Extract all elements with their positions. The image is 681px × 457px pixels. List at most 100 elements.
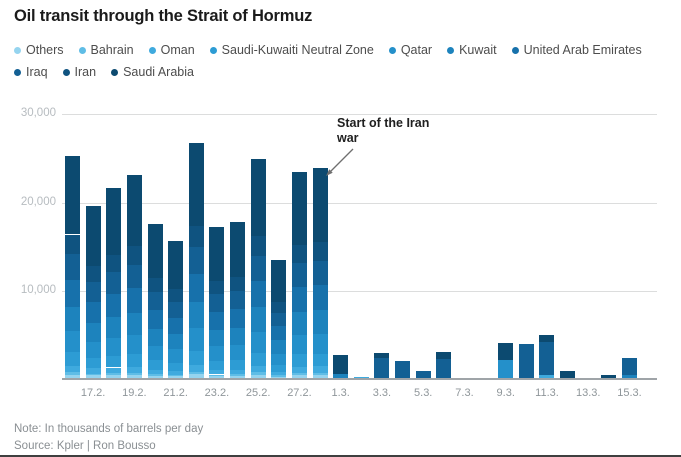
bar-segment-qatar-24-2-[interactable] [230, 345, 246, 361]
bar-segment-iraq-18-2-[interactable] [106, 272, 122, 294]
bar-segment-iran-25-2-[interactable] [250, 236, 266, 256]
bar-segment-oman-27-2-[interactable] [291, 366, 307, 373]
bar-segment-saudi-arabia-12-3-[interactable] [560, 370, 576, 379]
bar-segment-united-arab-emirates-18-2-[interactable] [106, 293, 122, 317]
bar-segment-kuwait-20-2-[interactable] [147, 328, 163, 346]
bar-segment-iraq-16-2-[interactable] [65, 254, 80, 281]
bar-segment-qatar-18-2-[interactable] [106, 337, 122, 356]
bar-segment-saudi-kuwaiti-neutral-zone-27-2-[interactable] [291, 354, 307, 367]
bar-segment-united-arab-emirates-27-2-[interactable] [291, 287, 307, 312]
bar-segment-united-arab-emirates-26-2-[interactable] [271, 326, 287, 341]
bar-segment-others-23-2-[interactable] [209, 376, 225, 379]
bar-segment-others-19-2-[interactable] [126, 375, 142, 379]
bar-segment-saudi-arabia-25-2-[interactable] [250, 159, 266, 236]
bar-segment-iran-19-2-[interactable] [126, 246, 142, 265]
bar-segment-oman-11-3-[interactable] [539, 374, 555, 379]
bar-segment-iraq-21-2-[interactable] [168, 301, 184, 318]
bar-segment-iraq-10-3-[interactable] [518, 344, 534, 379]
bar-segment-bahrain-28-2-[interactable] [312, 372, 328, 375]
bar-segment-iran-21-2-[interactable] [168, 289, 184, 302]
bar-segment-united-arab-emirates-23-2-[interactable] [209, 311, 225, 330]
bar-segment-kuwait-21-2-[interactable] [168, 334, 184, 350]
bar-segment-iran-20-2-[interactable] [147, 278, 163, 293]
bar-segment-iraq-19-2-[interactable] [126, 264, 142, 289]
bar-segment-saudi-kuwaiti-neutral-zone-23-2-[interactable] [209, 360, 225, 370]
bar-segment-qatar-22-2-[interactable] [188, 328, 204, 351]
bar-segment-saudi-kuwaiti-neutral-zone-28-2-[interactable] [312, 353, 328, 367]
bar-segment-qatar-26-2-[interactable] [271, 353, 287, 365]
bar-segment-united-arab-emirates-21-2-[interactable] [168, 317, 184, 335]
bar-segment-iran-24-2-[interactable] [230, 277, 246, 292]
bar-segment-oman-23-2-[interactable] [209, 369, 225, 375]
bar-segment-iraq-25-2-[interactable] [250, 255, 266, 282]
bar-segment-saudi-arabia-20-2-[interactable] [147, 223, 163, 279]
bar-segment-iran-28-2-[interactable] [312, 241, 328, 261]
bar-segment-kuwait-19-2-[interactable] [126, 312, 142, 335]
bar-segment-others-24-2-[interactable] [230, 375, 246, 379]
bar-segment-qatar-21-2-[interactable] [168, 349, 184, 363]
bar-segment-qatar-16-2-[interactable] [65, 331, 80, 353]
bar-segment-saudi-kuwaiti-neutral-zone-21-2-[interactable] [168, 362, 184, 371]
bar-segment-united-arab-emirates-20-2-[interactable] [147, 310, 163, 329]
bar-segment-kuwait-25-2-[interactable] [250, 307, 266, 332]
bar-segment-saudi-arabia-17-2-[interactable] [85, 206, 101, 267]
bar-segment-oman-19-2-[interactable] [126, 366, 142, 373]
bar-segment-iran-23-2-[interactable] [209, 280, 225, 295]
bar-segment-iraq-6-3-[interactable] [436, 358, 452, 379]
bar-segment-oman-2-3-[interactable] [353, 376, 369, 379]
bar-segment-others-20-2-[interactable] [147, 375, 163, 379]
bar-segment-iraq-24-2-[interactable] [230, 291, 246, 310]
bar-segment-others-18-2-[interactable] [106, 375, 122, 379]
bar-segment-others-27-2-[interactable] [291, 374, 307, 379]
bar-segment-saudi-arabia-11-3-[interactable] [539, 335, 555, 342]
bar-segment-united-arab-emirates-25-2-[interactable] [250, 281, 266, 308]
bar-segment-bahrain-24-2-[interactable] [230, 374, 246, 376]
bar-segment-saudi-arabia-21-2-[interactable] [168, 240, 184, 290]
bar-segment-saudi-kuwaiti-neutral-zone-18-2-[interactable] [106, 355, 122, 368]
bar-segment-iran-17-2-[interactable] [85, 266, 101, 282]
bar-segment-others-17-2-[interactable] [85, 375, 101, 379]
bar-segment-saudi-kuwaiti-neutral-zone-24-2-[interactable] [230, 360, 246, 370]
bar-segment-bahrain-18-2-[interactable] [106, 373, 122, 376]
bar-segment-saudi-kuwaiti-neutral-zone-19-2-[interactable] [126, 354, 142, 367]
bar-segment-oman-26-2-[interactable] [271, 371, 287, 376]
bar-segment-others-21-2-[interactable] [168, 376, 184, 379]
bar-segment-others-26-2-[interactable] [271, 376, 287, 379]
bar-segment-qatar-23-2-[interactable] [209, 346, 225, 361]
bar-segment-iraq-27-2-[interactable] [291, 263, 307, 288]
bar-segment-kuwait-27-2-[interactable] [291, 311, 307, 335]
bar-segment-qatar-9-3-[interactable] [498, 360, 514, 379]
bar-segment-kuwait-18-2-[interactable] [106, 316, 122, 338]
bar-segment-saudi-arabia-19-2-[interactable] [126, 175, 142, 247]
bar-segment-saudi-arabia-27-2-[interactable] [291, 172, 307, 245]
bar-segment-kuwait-22-2-[interactable] [188, 302, 204, 329]
bar-segment-iraq-3-3-[interactable] [374, 357, 390, 379]
bar-segment-saudi-kuwaiti-neutral-zone-17-2-[interactable] [85, 358, 101, 369]
bar-segment-saudi-arabia-24-2-[interactable] [230, 222, 246, 278]
bar-segment-united-arab-emirates-22-2-[interactable] [188, 273, 204, 303]
bar-segment-iran-27-2-[interactable] [291, 244, 307, 264]
bar-segment-saudi-arabia-6-3-[interactable] [436, 352, 452, 359]
bar-segment-others-28-2-[interactable] [312, 374, 328, 379]
bar-segment-iraq-28-2-[interactable] [312, 260, 328, 286]
bar-segment-saudi-kuwaiti-neutral-zone-20-2-[interactable] [147, 360, 163, 370]
bar-segment-iraq-17-2-[interactable] [85, 281, 101, 302]
bar-segment-iran-26-2-[interactable] [271, 301, 287, 313]
bar-segment-saudi-kuwaiti-neutral-zone-16-2-[interactable] [65, 352, 80, 366]
bar-segment-qatar-19-2-[interactable] [126, 334, 142, 355]
bar-segment-iraq-4-3-[interactable] [395, 361, 411, 379]
bar-segment-qatar-27-2-[interactable] [291, 334, 307, 355]
bar-segment-iran-16-2-[interactable] [65, 234, 80, 255]
bar-segment-iran-22-2-[interactable] [188, 225, 204, 247]
bar-segment-iraq-15-3-[interactable] [622, 357, 637, 376]
bar-segment-iraq-22-2-[interactable] [188, 246, 204, 274]
bar-segment-bahrain-20-2-[interactable] [147, 374, 163, 376]
bar-segment-oman-16-2-[interactable] [65, 365, 80, 373]
bar-segment-saudi-arabia-3-3-[interactable] [374, 353, 390, 358]
bar-segment-bahrain-26-2-[interactable] [271, 375, 287, 377]
bar-segment-iraq-5-3-[interactable] [415, 371, 431, 379]
bar-segment-kuwait-28-2-[interactable] [312, 310, 328, 334]
bar-segment-oman-20-2-[interactable] [147, 369, 163, 375]
bar-segment-saudi-kuwaiti-neutral-zone-22-2-[interactable] [188, 350, 204, 365]
bar-segment-oman-21-2-[interactable] [168, 370, 184, 376]
